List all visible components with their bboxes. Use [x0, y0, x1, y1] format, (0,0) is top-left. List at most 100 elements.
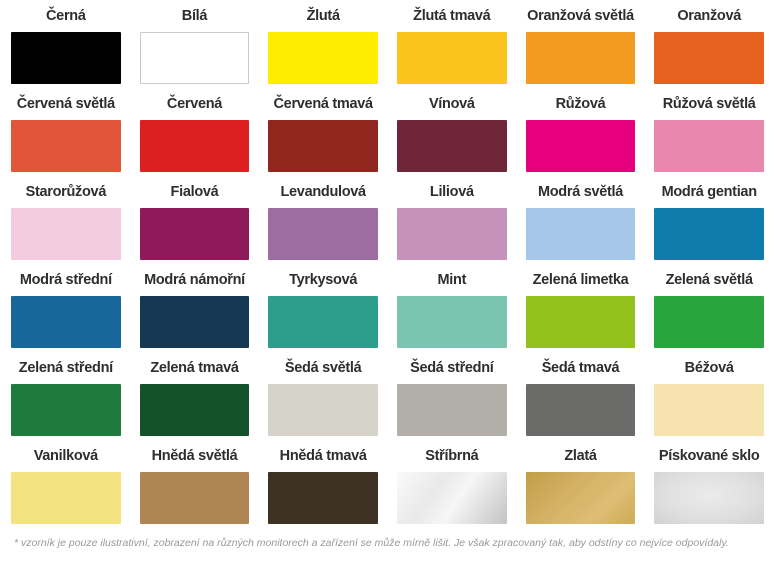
swatch-label: Modrá světlá: [537, 184, 624, 200]
swatch-cell: Bílá: [139, 0, 250, 88]
swatch-cell: Vanilková: [11, 440, 121, 528]
swatch-tile: [525, 208, 636, 260]
swatch-tile: [396, 32, 507, 84]
swatch-label: Žlutá: [306, 8, 340, 24]
swatch-tile: [268, 32, 378, 84]
swatch-tile: [139, 296, 250, 348]
swatch-label: Šedá tmavá: [541, 360, 620, 376]
swatch-cell: Modrá gentian: [654, 176, 764, 264]
swatch-cell: Starorůžová: [11, 176, 121, 264]
swatch-cell: Zlatá: [525, 440, 636, 528]
swatch-cell: Modrá námořní: [139, 264, 250, 352]
swatch-cell: Zelená tmavá: [139, 352, 250, 440]
swatch-tile: [268, 296, 378, 348]
swatch-cell: Žlutá: [268, 0, 378, 88]
swatch-cell: Modrá střední: [11, 264, 121, 352]
swatch-tile: [268, 472, 378, 524]
swatch-tile: [11, 384, 121, 436]
swatch-cell: Levandulová: [268, 176, 378, 264]
swatch-label: Mint: [437, 272, 467, 288]
swatch-cell: Stříbrná: [396, 440, 507, 528]
swatch-cell: Pískované sklo: [654, 440, 764, 528]
swatch-label: Starorůžová: [25, 184, 107, 200]
swatch-label: Růžová: [555, 96, 606, 112]
swatch-cell: Červená: [139, 88, 250, 176]
swatch-label: Tyrkysová: [289, 272, 358, 288]
swatch-tile: [396, 384, 507, 436]
swatch-tile: [654, 208, 764, 260]
swatch-cell: Zelená limetka: [525, 264, 636, 352]
swatch-tile: [525, 472, 636, 524]
swatch-cell: Červená tmavá: [268, 88, 378, 176]
swatch-cell: Hnědá světlá: [139, 440, 250, 528]
swatch-tile: [654, 120, 764, 172]
swatch-label: Liliová: [429, 184, 474, 200]
swatch-label: Stříbrná: [425, 448, 479, 464]
swatch-tile: [396, 120, 507, 172]
swatch-label: Levandulová: [280, 184, 366, 200]
swatch-tile: [139, 472, 250, 524]
swatch-cell: Šedá střední: [396, 352, 507, 440]
swatch-label: Šedá střední: [410, 360, 494, 376]
swatch-tile: [268, 208, 378, 260]
swatch-cell: Mint: [396, 264, 507, 352]
swatch-tile: [11, 208, 121, 260]
swatch-label: Zelená limetka: [532, 272, 629, 288]
swatch-cell: Oranžová světlá: [525, 0, 636, 88]
swatch-tile: [11, 120, 121, 172]
swatch-label: Růžová světlá: [662, 96, 756, 112]
swatch-label: Žlutá tmavá: [413, 8, 491, 24]
swatch-cell: Zelená světlá: [654, 264, 764, 352]
swatch-label: Červená světlá: [16, 96, 115, 112]
swatch-cell: Růžová světlá: [654, 88, 764, 176]
color-swatch-grid: Černá Bílá Žlutá Žlutá tmavá Oranžová sv…: [11, 0, 764, 528]
swatch-label: Vanilková: [33, 448, 99, 464]
swatch-label: Oranžová: [677, 8, 741, 24]
swatch-label: Červená: [166, 96, 223, 112]
swatch-cell: Oranžová: [654, 0, 764, 88]
swatch-cell: Vínová: [396, 88, 507, 176]
swatch-label: Bílá: [181, 8, 208, 24]
swatch-tile: [268, 120, 378, 172]
swatch-tile: [654, 384, 764, 436]
swatch-tile: [11, 472, 121, 524]
swatch-cell: Béžová: [654, 352, 764, 440]
swatch-tile: [654, 296, 764, 348]
swatch-cell: Šedá světlá: [268, 352, 378, 440]
swatch-tile: [525, 384, 636, 436]
swatch-cell: Fialová: [139, 176, 250, 264]
swatch-tile: [396, 296, 507, 348]
swatch-tile: [396, 208, 507, 260]
swatch-label: Modrá střední: [19, 272, 112, 288]
swatch-tile: [654, 472, 764, 524]
swatch-label: Vínová: [428, 96, 475, 112]
swatch-cell: Modrá světlá: [525, 176, 636, 264]
swatch-tile: [654, 32, 764, 84]
swatch-cell: Černá: [11, 0, 121, 88]
swatch-label: Šedá světlá: [284, 360, 362, 376]
swatch-label: Béžová: [684, 360, 734, 376]
swatch-tile: [525, 32, 636, 84]
swatch-tile: [268, 384, 378, 436]
swatch-label: Fialová: [170, 184, 219, 200]
swatch-label: Hnědá tmavá: [279, 448, 367, 464]
swatch-label: Oranžová světlá: [527, 8, 634, 24]
swatch-label: Zlatá: [564, 448, 597, 464]
swatch-label: Červená tmavá: [273, 96, 374, 112]
swatch-label: Modrá gentian: [661, 184, 757, 200]
swatch-label: Pískované sklo: [658, 448, 760, 464]
swatch-cell: Tyrkysová: [268, 264, 378, 352]
swatch-tile: [525, 120, 636, 172]
swatch-tile: [139, 120, 250, 172]
swatch-cell: Šedá tmavá: [525, 352, 636, 440]
swatch-tile: [139, 32, 250, 84]
disclaimer-footnote: * vzorník je pouze ilustrativní, zobraze…: [14, 537, 729, 549]
swatch-label: Zelená světlá: [665, 272, 753, 288]
swatch-tile: [11, 32, 121, 84]
swatch-cell: Červená světlá: [11, 88, 121, 176]
swatch-label: Černá: [46, 8, 86, 24]
swatch-tile: [139, 208, 250, 260]
swatch-tile: [525, 296, 636, 348]
swatch-cell: Žlutá tmavá: [396, 0, 507, 88]
